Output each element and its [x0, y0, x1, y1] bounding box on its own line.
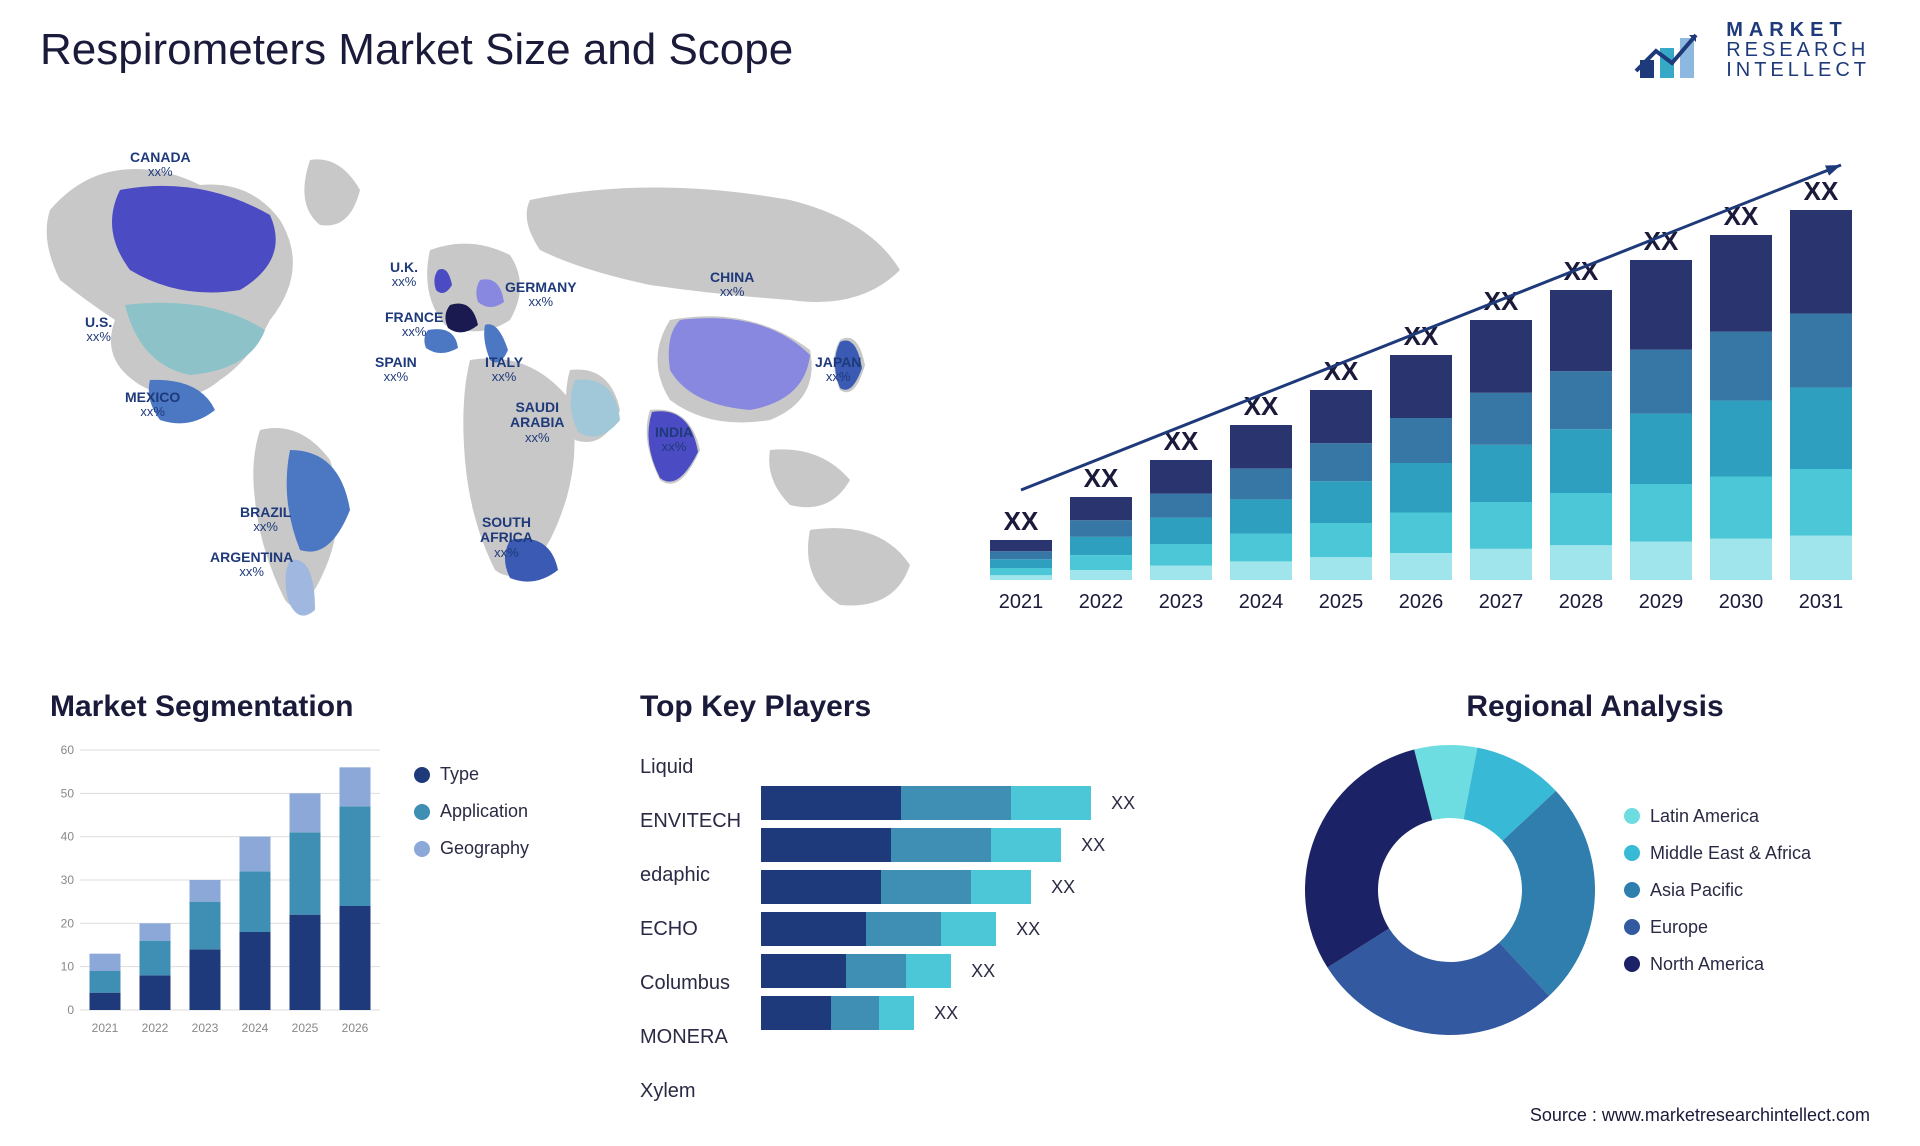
- region-legend-latin-america: Latin America: [1624, 806, 1811, 827]
- svg-text:2028: 2028: [1559, 591, 1604, 613]
- map-label-brazil: BRAZILxx%: [240, 505, 291, 535]
- svg-text:2030: 2030: [1719, 591, 1764, 613]
- svg-text:30: 30: [61, 873, 75, 887]
- svg-text:2023: 2023: [1159, 591, 1204, 613]
- svg-text:XX: XX: [1564, 256, 1599, 286]
- map-label-china: CHINAxx%: [710, 270, 754, 300]
- logo-text-1: MARKET: [1726, 20, 1870, 40]
- players-title: Top Key Players: [640, 690, 1270, 724]
- svg-text:2024: 2024: [1239, 591, 1284, 613]
- svg-text:2021: 2021: [999, 591, 1044, 613]
- regional-title: Regional Analysis: [1300, 690, 1890, 724]
- region-legend-europe: Europe: [1624, 917, 1811, 938]
- segmentation-legend: Type Application Geography: [414, 740, 529, 1040]
- map-label-japan: JAPANxx%: [815, 355, 861, 385]
- segmentation-chart: 0 10 20 30 40 50 60 2021 2022 2023 2024 2025 2026: [50, 740, 390, 1040]
- svg-text:2029: 2029: [1639, 591, 1684, 613]
- svg-text:0: 0: [67, 1003, 74, 1017]
- svg-text:2025: 2025: [1319, 591, 1364, 613]
- map-label-u-k-: U.K.xx%: [390, 260, 418, 290]
- svg-text:2021: 2021: [92, 1021, 119, 1035]
- player-row-edaphic: XX: [761, 824, 1181, 866]
- player-row-columbus: XX: [761, 908, 1181, 950]
- player-label-edaphic: edaphic: [640, 854, 741, 896]
- player-label-columbus: Columbus: [640, 962, 741, 1004]
- svg-text:20: 20: [61, 916, 75, 930]
- svg-text:XX: XX: [1084, 463, 1119, 493]
- logo-icon: [1634, 23, 1714, 78]
- player-row-monera: XX: [761, 950, 1181, 992]
- seg-legend-geography: Geography: [414, 838, 529, 859]
- svg-text:2023: 2023: [192, 1021, 219, 1035]
- brand-logo: MARKET RESEARCH INTELLECT: [1634, 20, 1870, 80]
- svg-text:50: 50: [61, 786, 75, 800]
- player-label-echo: ECHO: [640, 908, 741, 950]
- region-legend-asia-pacific: Asia Pacific: [1624, 880, 1811, 901]
- player-label-monera: MONERA: [640, 1016, 741, 1058]
- svg-text:2026: 2026: [342, 1021, 369, 1035]
- players-section: Top Key Players Liquid ENVITECH edaphic ECH…: [640, 690, 1270, 1112]
- map-label-u-s-: U.S.xx%: [85, 315, 112, 345]
- map-label-india: INDIAxx%: [655, 425, 693, 455]
- map-label-argentina: ARGENTINAxx%: [210, 550, 293, 580]
- svg-text:2022: 2022: [1079, 591, 1124, 613]
- map-label-italy: ITALYxx%: [485, 355, 523, 385]
- svg-text:2022: 2022: [142, 1021, 169, 1035]
- region-legend-middle-east-africa: Middle East & Africa: [1624, 843, 1811, 864]
- players-labels: Liquid ENVITECH edaphic ECHO Columbus MONERA X…: [640, 740, 741, 1112]
- map-label-canada: CANADAxx%: [130, 150, 191, 180]
- map-label-france: FRANCExx%: [385, 310, 443, 340]
- regional-section: Regional Analysis Latin America Middle Ea…: [1300, 690, 1890, 1040]
- svg-text:2026: 2026: [1399, 591, 1444, 613]
- map-label-mexico: MEXICOxx%: [125, 390, 180, 420]
- page-title: Respirometers Market Size and Scope: [40, 25, 793, 75]
- regional-legend: Latin America Middle East & Africa Asia Pa…: [1624, 806, 1811, 975]
- player-row-echo: XX: [761, 866, 1181, 908]
- player-label-envitech: ENVITECH: [640, 800, 741, 842]
- svg-text:10: 10: [61, 960, 75, 974]
- source-attribution: Source : www.marketresearchintellect.com: [1530, 1105, 1870, 1126]
- player-label-liquid: Liquid: [640, 746, 741, 788]
- player-row-xylem: XX: [761, 992, 1181, 1034]
- map-label-germany: GERMANYxx%: [505, 280, 577, 310]
- segmentation-title: Market Segmentation: [50, 690, 610, 724]
- players-bars: XXXXXXXXXXXX: [761, 740, 1181, 1112]
- segmentation-section: Market Segmentation 0 10 20 30 40 50 60 2021 202…: [50, 690, 610, 1040]
- player-row-liquid: [761, 740, 1181, 782]
- map-label-saudi-arabia: SAUDIARABIAxx%: [510, 400, 564, 445]
- region-legend-north-america: North America: [1624, 954, 1811, 975]
- svg-text:XX: XX: [1804, 176, 1839, 206]
- svg-text:40: 40: [61, 830, 75, 844]
- map-label-south-africa: SOUTHAFRICAxx%: [480, 515, 533, 560]
- regional-donut: [1300, 740, 1600, 1040]
- map-label-spain: SPAINxx%: [375, 355, 417, 385]
- logo-text-3: INTELLECT: [1726, 60, 1870, 80]
- seg-legend-type: Type: [414, 764, 529, 785]
- svg-text:XX: XX: [1004, 506, 1039, 536]
- logo-text-2: RESEARCH: [1726, 40, 1870, 60]
- player-row-envitech: XX: [761, 782, 1181, 824]
- svg-text:2027: 2027: [1479, 591, 1524, 613]
- svg-text:XX: XX: [1324, 356, 1359, 386]
- svg-text:2031: 2031: [1799, 591, 1844, 613]
- svg-text:60: 60: [61, 743, 75, 757]
- growth-chart: XX2021XX2022XX2023XX2024XX2025XX2026XX20…: [980, 150, 1880, 620]
- svg-text:2024: 2024: [242, 1021, 269, 1035]
- svg-text:2025: 2025: [292, 1021, 319, 1035]
- world-map: CANADAxx% U.S.xx% MEXICOxx% BRAZILxx% ARGENT…: [30, 120, 950, 640]
- player-label-xylem: Xylem: [640, 1070, 741, 1112]
- seg-legend-application: Application: [414, 801, 529, 822]
